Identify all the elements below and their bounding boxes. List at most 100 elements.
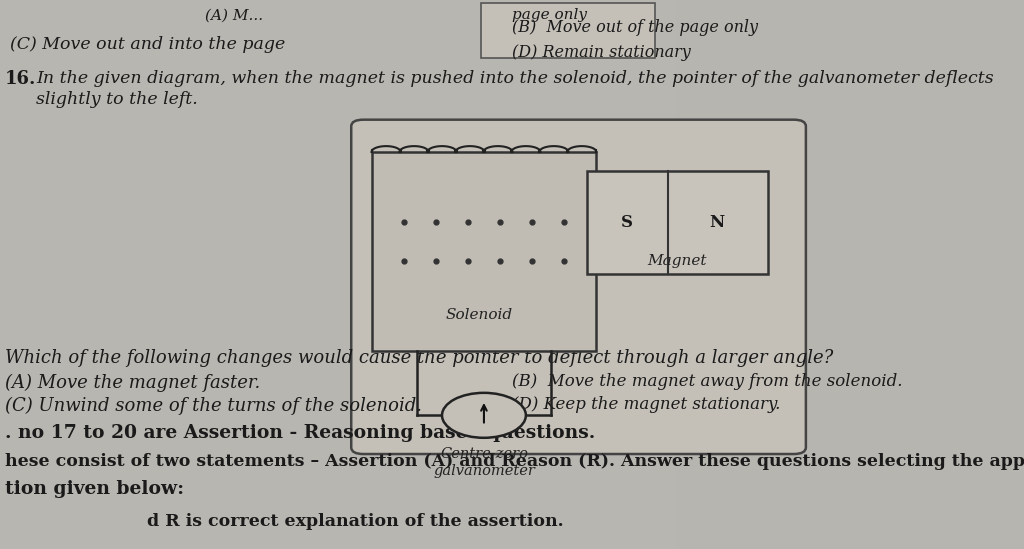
Bar [758, 0, 768, 549]
Bar [840, 0, 850, 549]
Bar [881, 0, 891, 549]
Text: . no 17 to 20 are Assertion - Reasoning based questions.: . no 17 to 20 are Assertion - Reasoning … [5, 424, 595, 442]
Bar [686, 0, 696, 549]
Bar [573, 0, 584, 549]
Bar [666, 0, 676, 549]
Bar [276, 0, 287, 549]
Bar [522, 0, 532, 549]
Bar [492, 0, 502, 549]
Bar [850, 0, 860, 549]
Text: Which of the following changes would cause the pointer to deflect through a larg: Which of the following changes would cau… [5, 349, 834, 367]
Bar [481, 0, 492, 549]
Bar [512, 0, 522, 549]
Bar [307, 0, 317, 549]
Bar [911, 0, 922, 549]
Bar [41, 0, 51, 549]
Text: slightly to the left.: slightly to the left. [36, 91, 198, 108]
Bar [430, 0, 440, 549]
Bar [123, 0, 133, 549]
Bar [113, 0, 123, 549]
Bar [236, 0, 246, 549]
Bar [174, 0, 184, 549]
Bar [31, 0, 41, 549]
Bar [563, 0, 573, 549]
Bar [584, 0, 594, 549]
Bar [256, 0, 266, 549]
Bar [614, 0, 625, 549]
Bar [164, 0, 174, 549]
Bar [778, 0, 788, 549]
Bar [399, 0, 410, 549]
Bar [655, 0, 666, 549]
Bar [829, 0, 840, 549]
Bar [973, 0, 983, 549]
Bar [625, 0, 635, 549]
Bar [737, 0, 748, 549]
Bar [993, 0, 1004, 549]
Bar [184, 0, 195, 549]
Text: Solenoid: Solenoid [445, 308, 513, 322]
Bar [901, 0, 911, 549]
Bar [451, 0, 461, 549]
Bar [51, 0, 61, 549]
Bar [205, 0, 215, 549]
Bar [860, 0, 870, 549]
Bar [372, 152, 596, 351]
Bar [932, 0, 942, 549]
Text: (B)  Move the magnet away from the solenoid.: (B) Move the magnet away from the soleno… [512, 373, 902, 390]
Bar [471, 0, 481, 549]
Text: (A) M...: (A) M... [205, 8, 263, 23]
Text: (C) Unwind some of the turns of the solenoid.: (C) Unwind some of the turns of the sole… [5, 396, 422, 414]
Bar [420, 0, 430, 549]
Bar [61, 0, 72, 549]
Bar [338, 0, 348, 549]
Bar [922, 0, 932, 549]
Bar [379, 0, 389, 549]
Bar [481, 3, 655, 58]
Bar [102, 0, 113, 549]
Bar [440, 0, 451, 549]
Bar [297, 0, 307, 549]
Bar [328, 0, 338, 549]
Text: (B)  Move out of the page only: (B) Move out of the page only [512, 19, 758, 36]
Bar [215, 0, 225, 549]
Bar [942, 0, 952, 549]
Bar [768, 0, 778, 549]
Bar [1004, 0, 1014, 549]
Bar [369, 0, 379, 549]
Bar [246, 0, 256, 549]
Bar [696, 0, 707, 549]
Bar [587, 171, 768, 274]
Bar [195, 0, 205, 549]
Bar [809, 0, 819, 549]
Bar [983, 0, 993, 549]
Text: Magnet: Magnet [648, 254, 708, 268]
Bar [604, 0, 614, 549]
Bar [645, 0, 655, 549]
Bar [799, 0, 809, 549]
Text: (A) Move the magnet faster.: (A) Move the magnet faster. [5, 373, 260, 391]
Bar [358, 0, 369, 549]
Bar [502, 0, 512, 549]
Bar [317, 0, 328, 549]
Bar [891, 0, 901, 549]
Bar [707, 0, 717, 549]
Bar [82, 0, 92, 549]
Bar [717, 0, 727, 549]
Bar [635, 0, 645, 549]
Bar [676, 0, 686, 549]
Text: S: S [621, 214, 633, 231]
Bar [133, 0, 143, 549]
Text: hese consist of two statements – Assertion (A) and Reason (R). Answer these ques: hese consist of two statements – Asserti… [5, 453, 1024, 470]
Bar [92, 0, 102, 549]
Bar [0, 0, 10, 549]
Bar [788, 0, 799, 549]
Text: 16.: 16. [5, 70, 37, 88]
Bar [952, 0, 963, 549]
Bar [543, 0, 553, 549]
Text: N: N [710, 214, 725, 231]
Text: (D) Keep the magnet stationary.: (D) Keep the magnet stationary. [512, 396, 780, 413]
Bar [72, 0, 82, 549]
Bar [748, 0, 758, 549]
Bar [287, 0, 297, 549]
